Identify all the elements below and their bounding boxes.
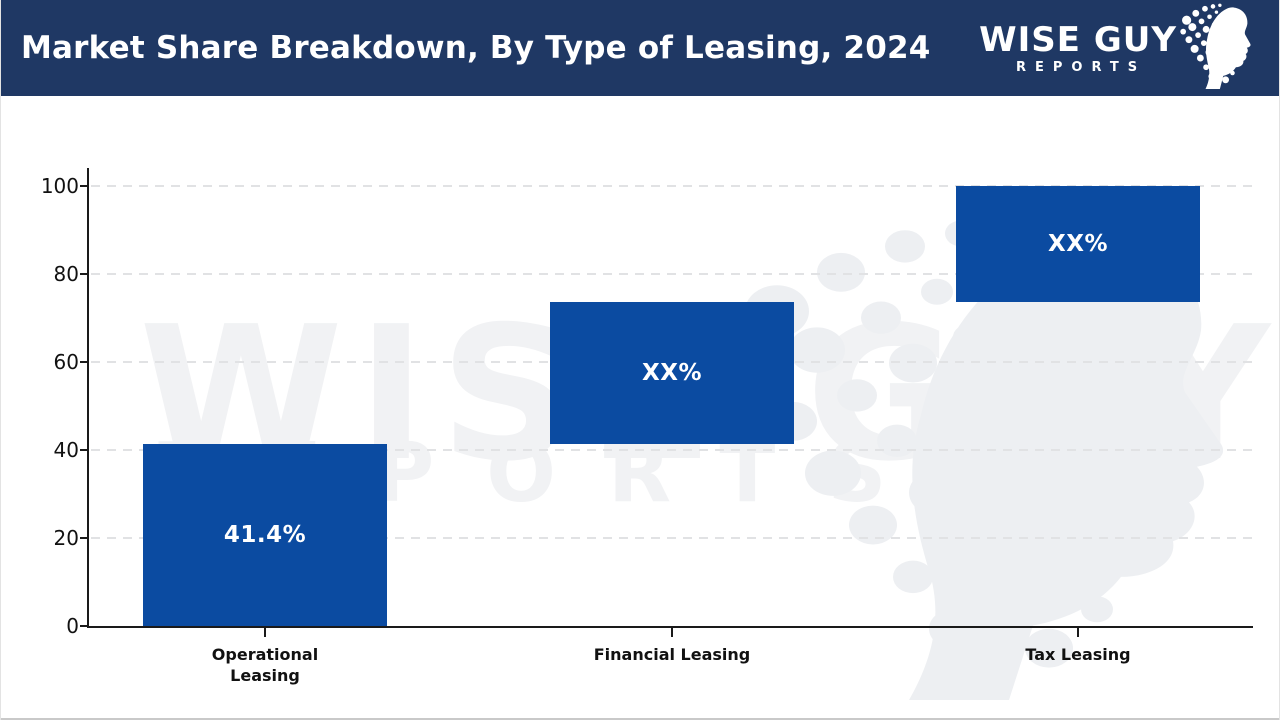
bar-value-label: XX% [1047,231,1108,258]
bottom-border [1,718,1279,720]
y-tick-mark [80,361,89,363]
watermark-head-icon [729,214,1249,704]
x-axis-label: Operational Leasing [211,645,319,685]
y-tick-label: 60 [53,350,79,374]
gridline-80 [91,273,1255,275]
bar-financial-leasing: XX% [550,302,794,444]
logo-subtext: REPORTS [1016,59,1147,75]
wiseguy-logo: WISE GUY REPORTS [979,3,1255,93]
x-axis-label: Tax Leasing [1025,645,1131,664]
y-tick-label: 80 [53,262,79,286]
gridline-100 [91,185,1255,187]
gridline-20 [91,537,1255,539]
y-tick-label: 20 [53,526,79,550]
header-bar: Market Share Breakdown, By Type of Leasi… [1,0,1279,96]
y-tick-mark [80,625,89,627]
y-tick-mark [80,273,89,275]
chart-title: Market Share Breakdown, By Type of Leasi… [21,30,931,66]
x-axis-label: Financial Leasing [593,645,751,664]
x-axis-line [87,626,1253,628]
x-tick-mark [1077,628,1079,637]
y-tick-mark [80,449,89,451]
bar-value-label: 41.4% [223,521,307,548]
x-tick-mark [264,628,266,637]
dotted-head-icon [1179,3,1255,93]
x-tick-mark [671,628,673,637]
bar-tax-leasing: XX% [956,186,1200,303]
y-tick-label: 100 [40,174,79,198]
gridline-40 [91,449,1255,451]
y-tick-label: 40 [53,438,79,462]
y-tick-mark [80,185,89,187]
bar-value-label: XX% [641,359,702,386]
logo-wordmark: WISE GUY [979,19,1177,60]
y-tick-mark [80,537,89,539]
y-axis-line [87,168,89,628]
y-tick-label: 0 [66,614,79,638]
bar-operational-leasing: 41.4% [143,443,387,626]
